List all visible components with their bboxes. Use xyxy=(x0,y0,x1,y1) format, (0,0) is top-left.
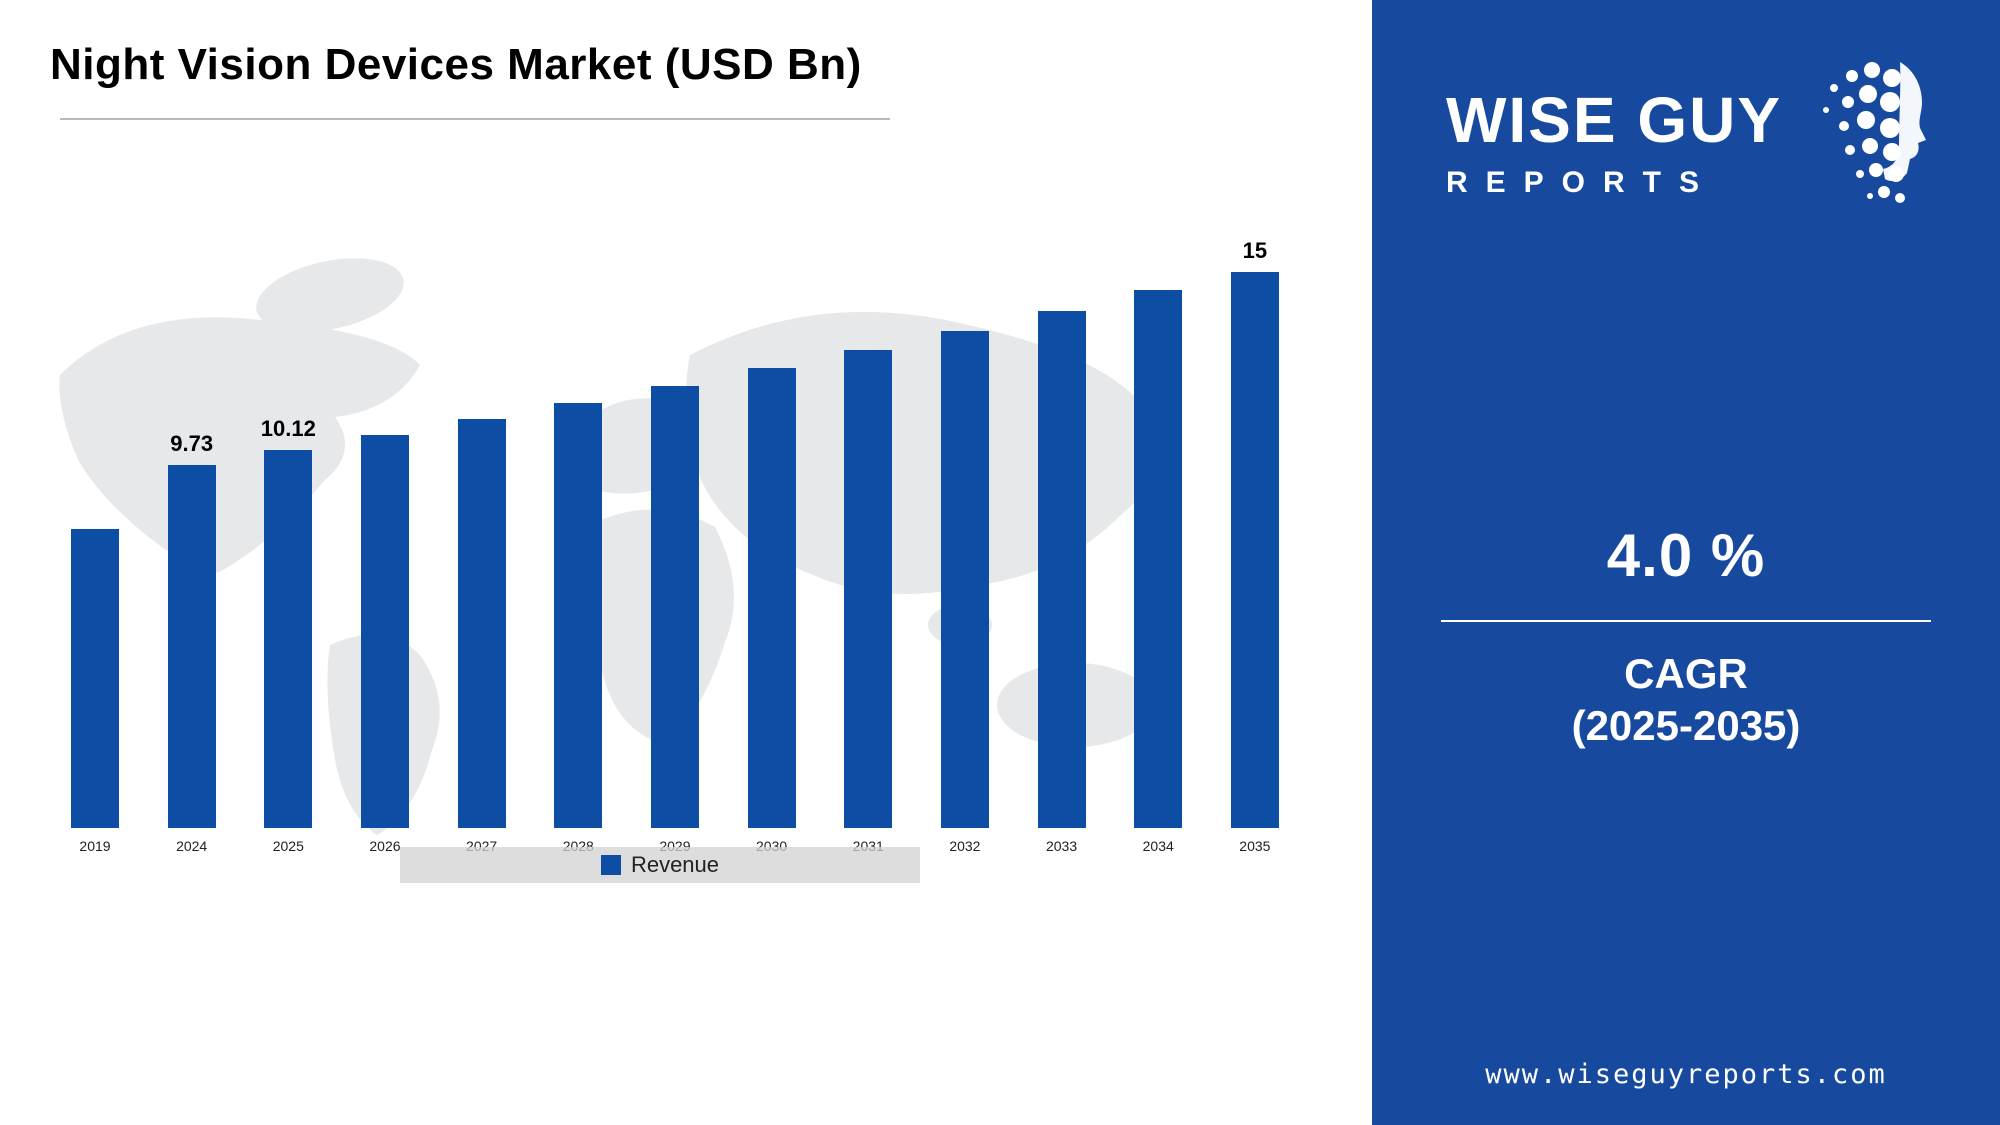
wise-guy-logo: WISE GUY REPORTS xyxy=(1446,62,1927,214)
bar-column: 15 2035 xyxy=(1225,238,1285,854)
chart-legend: Revenue xyxy=(400,847,920,883)
cagr-label-line2: (2025-2035) xyxy=(1571,702,1801,749)
bar xyxy=(940,331,989,828)
legend-swatch xyxy=(600,855,621,875)
logo-head-icon xyxy=(1823,62,1927,203)
x-tick-label: 2033 xyxy=(1045,838,1078,854)
x-tick-label: 2032 xyxy=(949,838,981,854)
bar-column: 2030 xyxy=(742,238,802,854)
cagr-label: CAGR (2025-2035) xyxy=(1412,648,1960,753)
bar-value-label: 10.12 xyxy=(260,416,316,441)
cagr-block: 4.0 % CAGR (2025-2035) xyxy=(1412,521,1960,753)
x-tick-label: 2024 xyxy=(176,838,208,854)
bar xyxy=(1134,290,1183,828)
brand-panel: WISE GUY REPORTS 4.0 % CAG xyxy=(1372,0,2000,1125)
website-url[interactable]: www.wiseguyreports.com xyxy=(1485,1059,1887,1090)
bar-column: 2029 xyxy=(645,238,705,854)
x-tick-label: 2019 xyxy=(79,838,111,854)
bar-column: 2028 xyxy=(548,238,608,854)
bar-column: 2032 xyxy=(935,238,995,854)
bar xyxy=(844,350,893,828)
bar-column: 10.12 2025 xyxy=(258,238,318,854)
logo-text-wise-guy: WISE GUY xyxy=(1445,84,1783,156)
bar-column: 2034 xyxy=(1128,238,1188,854)
bar xyxy=(1037,311,1086,828)
bar xyxy=(554,403,603,828)
bar-column: 2031 xyxy=(838,238,898,854)
title-divider xyxy=(60,118,890,120)
bar-column: 2026 xyxy=(355,238,415,854)
bar-column: 2019 xyxy=(65,238,125,854)
bar-column: 9.73 2024 xyxy=(162,238,222,854)
x-tick-label: 2025 xyxy=(272,838,304,854)
bar xyxy=(167,465,216,828)
x-tick-label: 2035 xyxy=(1239,838,1271,854)
logo-text: WISE GUY REPORTS xyxy=(1446,88,1782,200)
bar xyxy=(650,386,699,828)
cagr-divider xyxy=(1441,619,1931,622)
bar-value-label: 15 xyxy=(1242,238,1268,263)
cagr-label-line1: CAGR xyxy=(1624,649,1748,697)
bar xyxy=(457,419,506,828)
bar xyxy=(1230,272,1279,828)
x-tick-label: 2034 xyxy=(1142,838,1174,854)
bar-column: 2033 xyxy=(1032,238,1092,854)
bar-chart: 2019 9.73 2024 10.12 2025 2026 2027 2028 2029 203… xyxy=(65,238,1285,854)
bar-column: 2027 xyxy=(452,238,512,854)
x-tick-label: 2026 xyxy=(369,838,401,854)
chart-panel: Night Vision Devices Market (USD Bn) xyxy=(50,40,1285,883)
bar xyxy=(360,435,409,828)
page-title: Night Vision Devices Market (USD Bn) xyxy=(50,40,862,89)
legend-label: Revenue xyxy=(630,852,720,877)
bar-value-label: 9.73 xyxy=(170,431,214,456)
bar xyxy=(264,450,313,828)
bar xyxy=(747,368,796,828)
bar xyxy=(71,529,119,828)
logo-text-reports: REPORTS xyxy=(1445,166,1718,199)
cagr-value: 4.0 % xyxy=(1606,521,1766,589)
